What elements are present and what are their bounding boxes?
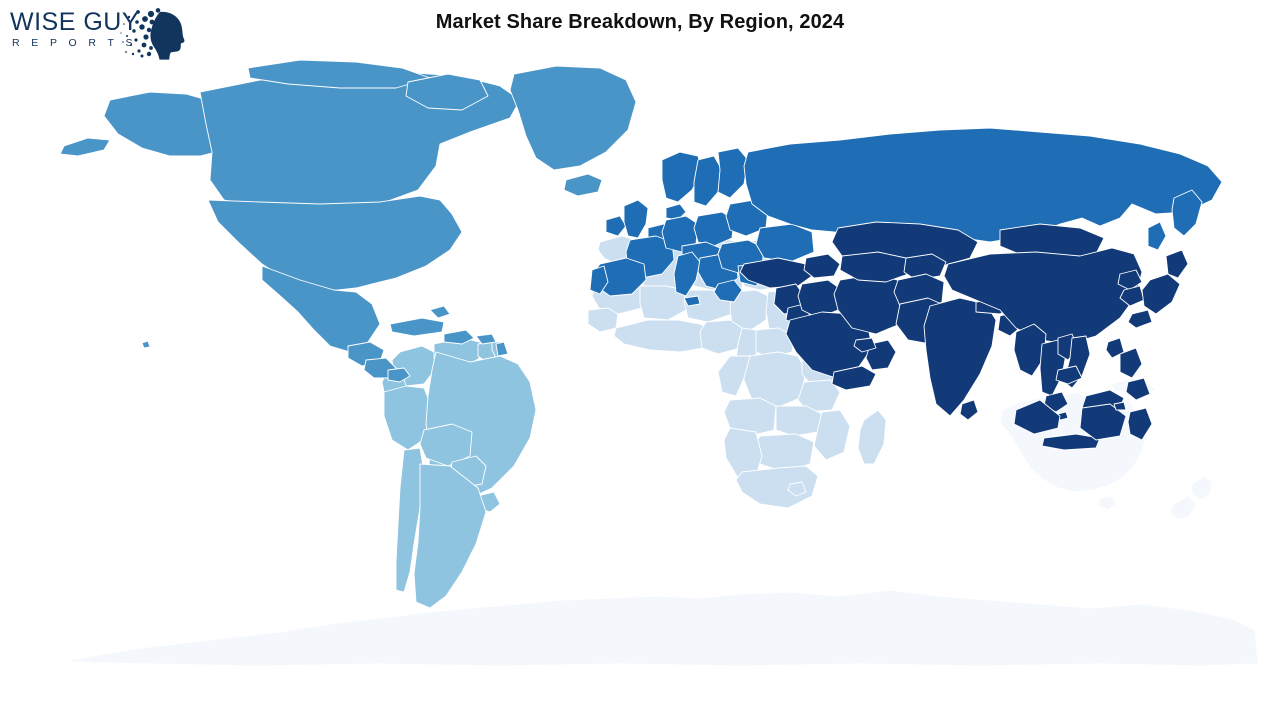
- country-greece[interactable]: [714, 280, 742, 302]
- country-uzbekistan-turkmenistan[interactable]: [840, 252, 908, 282]
- country-taiwan[interactable]: [1106, 338, 1124, 358]
- country-indonesia-sumatra[interactable]: [1014, 400, 1060, 434]
- country-central-african-rep[interactable]: [756, 328, 794, 358]
- map-region-antarctica[interactable]: [70, 590, 1258, 666]
- country-myanmar[interactable]: [1014, 324, 1046, 376]
- country-cuba[interactable]: [390, 318, 444, 336]
- country-north-korea[interactable]: [1118, 270, 1142, 290]
- country-finland[interactable]: [718, 148, 748, 198]
- country-aleutian-islands[interactable]: [60, 138, 110, 156]
- country-indonesia-sulawesi[interactable]: [1128, 408, 1152, 440]
- country-sicily-sardinia[interactable]: [684, 296, 700, 306]
- page-header: WISE GUY R E P O R T S: [0, 0, 1280, 60]
- country-iceland[interactable]: [564, 174, 602, 196]
- logo-line-2: R E P O R T S: [12, 37, 137, 49]
- country-cambodia[interactable]: [1056, 366, 1082, 384]
- country-mozambique[interactable]: [814, 410, 850, 460]
- country-lesser-antilles[interactable]: [496, 342, 508, 356]
- country-new-zealand-south[interactable]: [1170, 496, 1196, 520]
- country-turkey[interactable]: [740, 258, 812, 288]
- country-denmark[interactable]: [666, 204, 686, 220]
- country-mali[interactable]: [640, 286, 686, 320]
- country-sakhalin[interactable]: [1148, 222, 1166, 250]
- country-portugal[interactable]: [590, 266, 608, 294]
- country-gabon-congo[interactable]: [718, 356, 750, 396]
- country-tasmania[interactable]: [1098, 496, 1116, 510]
- country-madagascar[interactable]: [858, 410, 886, 464]
- country-panama[interactable]: [388, 368, 410, 382]
- country-zambia-malawi[interactable]: [776, 406, 822, 436]
- country-ireland[interactable]: [606, 216, 626, 236]
- island-hawaii[interactable]: [142, 341, 150, 348]
- country-poland[interactable]: [694, 212, 734, 246]
- country-russia[interactable]: [744, 128, 1222, 242]
- country-sri-lanka[interactable]: [960, 400, 978, 420]
- country-india[interactable]: [924, 298, 996, 416]
- country-brunei[interactable]: [1114, 402, 1126, 410]
- country-norway[interactable]: [662, 152, 702, 202]
- map-region-asia-pacific[interactable]: [740, 222, 1188, 450]
- country-yemen[interactable]: [832, 366, 876, 390]
- country-kyrgyzstan-tajikistan[interactable]: [904, 254, 946, 280]
- country-japan[interactable]: [1128, 250, 1188, 328]
- country-bahamas[interactable]: [430, 306, 450, 318]
- country-south-korea[interactable]: [1120, 286, 1144, 306]
- wise-guy-reports-logo[interactable]: WISE GUY R E P O R T S: [8, 6, 188, 60]
- country-philippines[interactable]: [1120, 348, 1150, 400]
- country-chad[interactable]: [730, 290, 768, 332]
- country-kamchatka[interactable]: [1172, 190, 1202, 236]
- country-tanzania[interactable]: [798, 380, 840, 412]
- logo-line-1: WISE GUY: [10, 8, 140, 36]
- dotted-head-profile-icon: [120, 8, 185, 60]
- country-antarctica[interactable]: [70, 590, 1258, 666]
- country-south-africa[interactable]: [736, 466, 818, 508]
- country-georgia-armenia-azerbaijan[interactable]: [804, 254, 840, 278]
- country-united-kingdom[interactable]: [624, 200, 648, 238]
- logo-wordmark: WISE GUY R E P O R T S: [10, 8, 139, 50]
- country-italy[interactable]: [674, 252, 700, 296]
- country-nigeria[interactable]: [700, 320, 742, 354]
- map-region-north-america[interactable]: [60, 60, 636, 382]
- country-china[interactable]: [944, 248, 1142, 344]
- country-indonesia-borneo[interactable]: [1080, 404, 1126, 440]
- country-argentina[interactable]: [414, 464, 486, 608]
- world-map-chart: [0, 52, 1280, 720]
- chart-title: Market Share Breakdown, By Region, 2024: [435, 11, 845, 33]
- country-greenland[interactable]: [510, 66, 636, 170]
- country-usa-continental[interactable]: [208, 196, 462, 292]
- world-map-svg[interactable]: [0, 52, 1280, 720]
- country-hispaniola[interactable]: [444, 330, 474, 344]
- country-west-africa-coast[interactable]: [614, 320, 712, 352]
- country-lesotho[interactable]: [788, 482, 806, 496]
- country-ukraine[interactable]: [756, 224, 814, 262]
- country-sweden[interactable]: [694, 156, 722, 206]
- country-new-zealand-north[interactable]: [1192, 476, 1212, 500]
- country-indonesia-java[interactable]: [1042, 434, 1100, 450]
- country-baffin-island[interactable]: [406, 74, 488, 110]
- country-puerto-rico-antilles[interactable]: [476, 334, 496, 344]
- country-uae-qatar[interactable]: [854, 338, 876, 352]
- country-angola[interactable]: [724, 398, 776, 436]
- country-senegal-guinea[interactable]: [588, 308, 618, 332]
